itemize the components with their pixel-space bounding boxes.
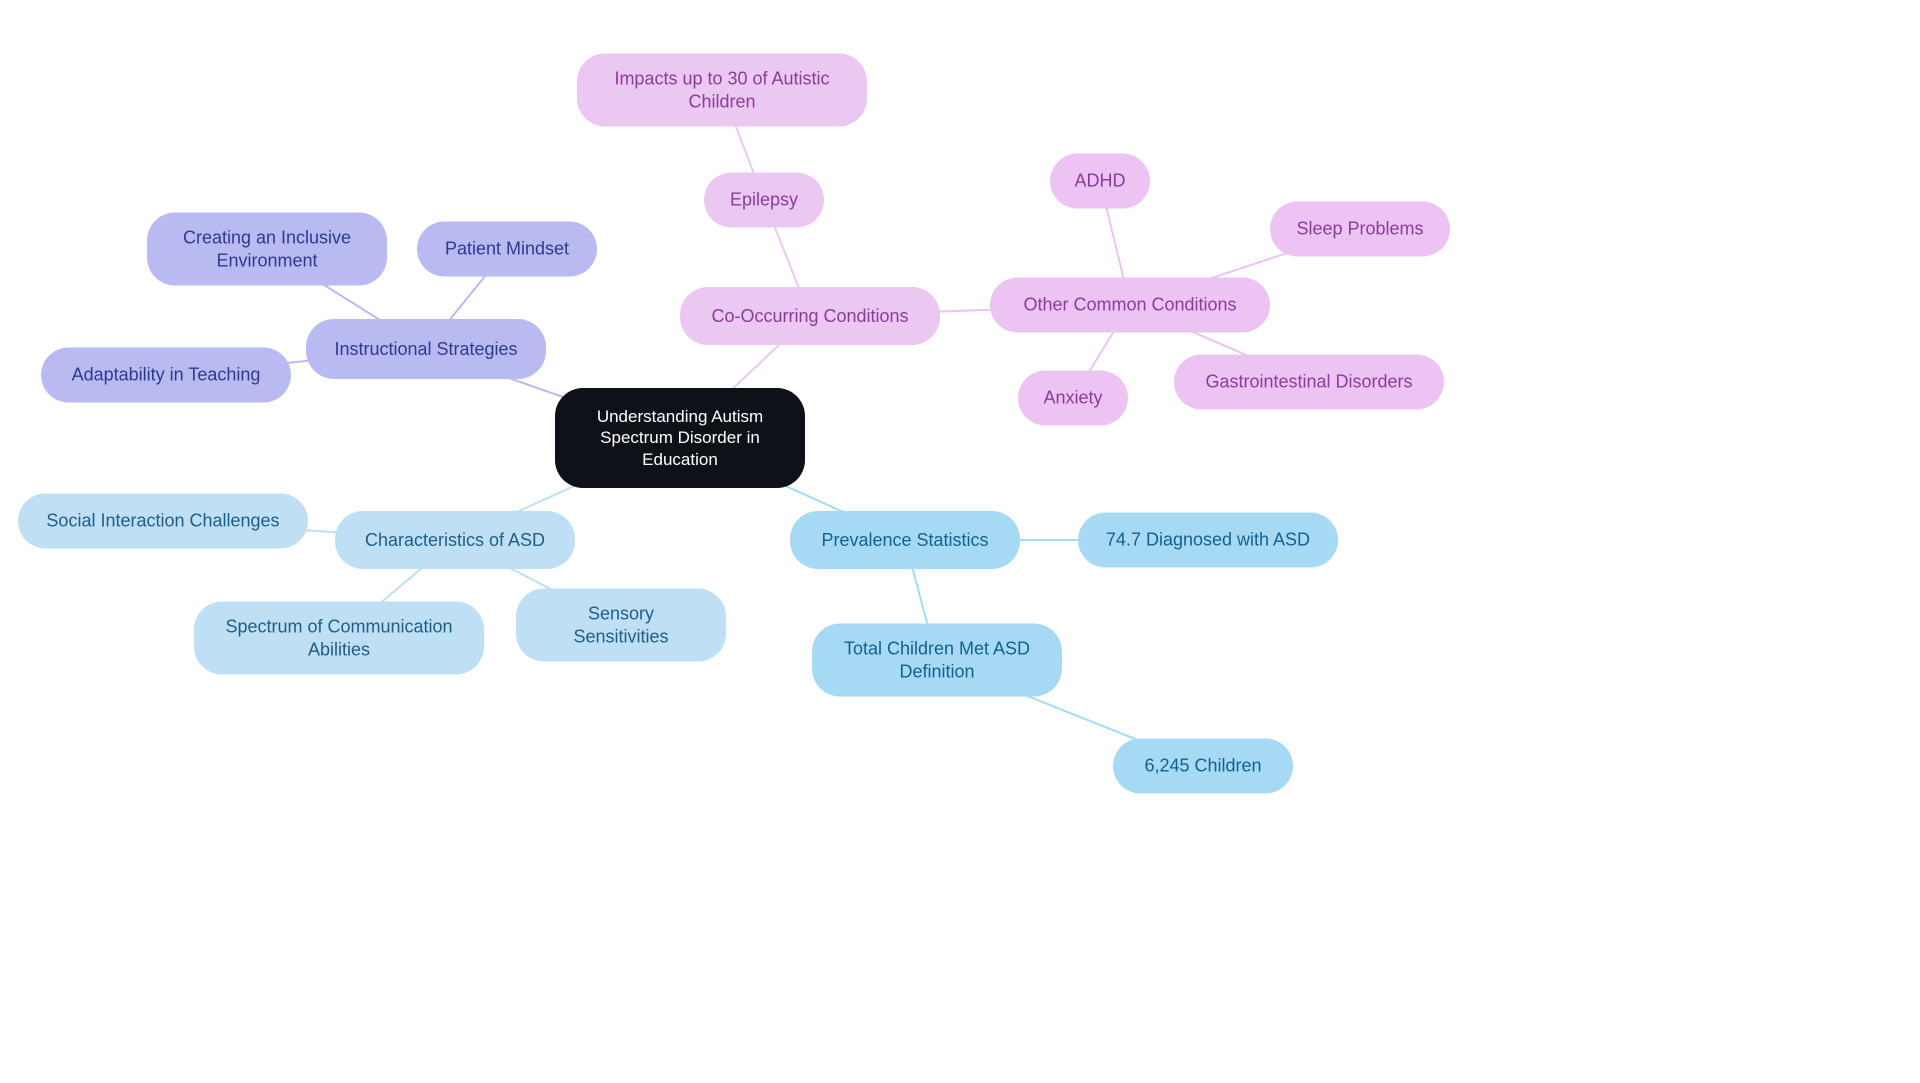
node-social: Social Interaction Challenges xyxy=(18,494,308,549)
node-patient: Patient Mindset xyxy=(417,222,597,277)
node-sleep: Sleep Problems xyxy=(1270,202,1450,257)
node-sensory: Sensory Sensitivities xyxy=(516,589,726,662)
node-children6245: 6,245 Children xyxy=(1113,739,1293,794)
node-root: Understanding Autism Spectrum Disorder i… xyxy=(555,388,805,488)
node-instructional: Instructional Strategies xyxy=(306,319,546,379)
node-inclusive: Creating an Inclusive Environment xyxy=(147,213,387,286)
node-spectrum: Spectrum of Communication Abilities xyxy=(194,602,484,675)
node-prevalence: Prevalence Statistics xyxy=(790,511,1020,569)
node-cooccur: Co-Occurring Conditions xyxy=(680,287,940,345)
node-gastro: Gastrointestinal Disorders xyxy=(1174,355,1444,410)
node-epilepsy: Epilepsy xyxy=(704,173,824,228)
node-adaptability: Adaptability in Teaching xyxy=(41,348,291,403)
node-characteristics: Characteristics of ASD xyxy=(335,511,575,569)
node-adhd: ADHD xyxy=(1050,154,1150,209)
node-diagnosed: 74.7 Diagnosed with ASD xyxy=(1078,513,1338,568)
node-impacts30: Impacts up to 30 of Autistic Children xyxy=(577,54,867,127)
node-othercommon: Other Common Conditions xyxy=(990,278,1270,333)
node-anxiety: Anxiety xyxy=(1018,371,1128,426)
mindmap-canvas: Understanding Autism Spectrum Disorder i… xyxy=(0,0,1920,1083)
node-totalmet: Total Children Met ASD Definition xyxy=(812,624,1062,697)
